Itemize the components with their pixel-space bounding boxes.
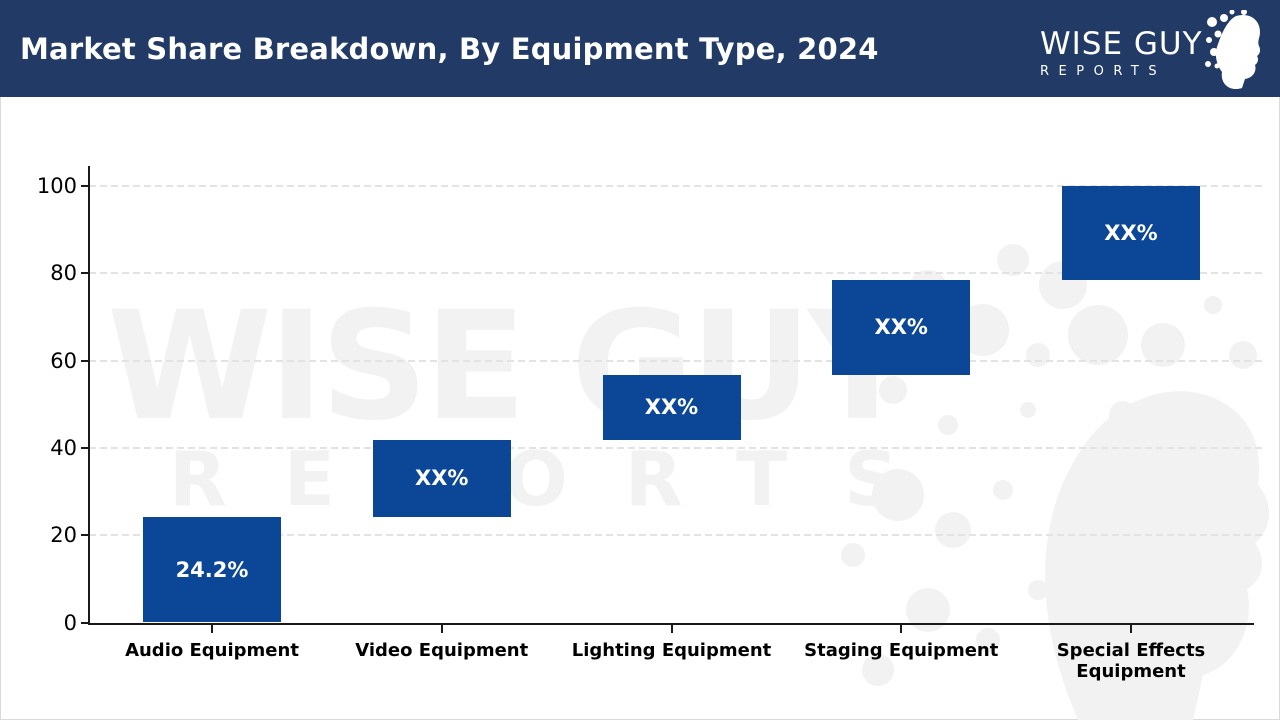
y-tick-label: 0 [63,610,77,635]
brand-logo-subtitle: REPORTS [1040,64,1167,79]
x-tick-mark [670,624,673,633]
brand-logo-name: WISE GUY [1040,26,1203,62]
x-category-label: Staging Equipment [804,639,999,661]
x-category-label: Audio Equipment [125,639,299,661]
y-tick-label: 60 [50,348,77,373]
bar: 24.2% [143,516,281,623]
y-tick-mark [81,184,88,187]
x-axis-line [88,622,1254,625]
bar: XX% [602,374,741,440]
bar: XX% [1062,185,1200,280]
grid-line [89,446,1263,449]
grid-line [89,184,1263,187]
watermark-brand-name: WISE GUY [107,280,917,454]
y-tick-label: 20 [50,523,77,548]
y-tick-mark [81,359,88,362]
bar: XX% [832,279,971,375]
bar-value-label: XX% [415,466,469,491]
y-tick-mark [81,446,88,449]
y-axis-line [88,166,90,625]
page-title: Market Share Breakdown, By Equipment Typ… [20,31,879,66]
face-profile-icon [1205,10,1261,90]
x-tick-mark [211,624,213,633]
brand-logo: WISE GUY REPORTS [1008,8,1266,90]
y-tick-label: 100 [36,173,77,198]
chart-area: WISE GUY REPORTS 0 20 40 60 80 100 24.2% Audio … [0,97,1280,720]
grid-line [89,272,1263,275]
y-tick-mark [81,534,88,537]
bar: XX% [372,440,511,517]
brand-logo-text: WISE GUY REPORTS [1040,26,1203,79]
grid-line [89,359,1263,362]
x-tick-mark [1130,624,1132,633]
x-category-label: Special Effects Equipment [1056,639,1206,682]
watermark-brand-subtitle: REPORTS [169,435,956,523]
y-tick-label: 40 [50,435,77,460]
bar-value-label: 24.2% [175,557,249,582]
x-tick-mark [440,624,443,633]
grid-line [89,534,1263,537]
bar-value-label: XX% [1104,220,1158,245]
x-category-label: Video Equipment [355,639,529,661]
y-tick-mark [81,272,88,275]
y-tick-label: 80 [50,261,77,286]
y-tick-mark [81,621,88,624]
bar-value-label: XX% [644,395,699,420]
x-category-label: Lighting Equipment [571,639,772,661]
x-tick-mark [900,624,903,633]
header-bar: Market Share Breakdown, By Equipment Typ… [0,0,1280,97]
bar-value-label: XX% [874,315,928,340]
